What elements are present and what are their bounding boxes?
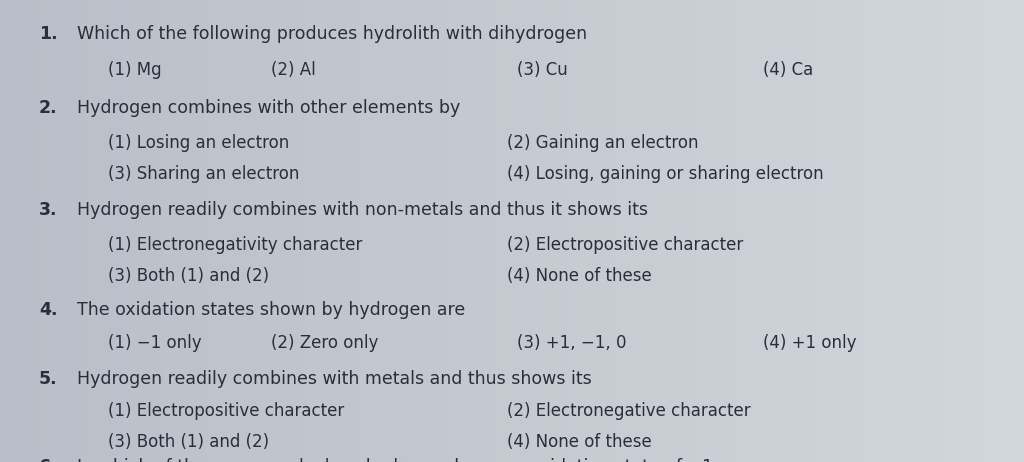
Text: 2.: 2. bbox=[39, 99, 57, 117]
Text: (2) Electropositive character: (2) Electropositive character bbox=[507, 236, 743, 254]
Text: (2) Electronegative character: (2) Electronegative character bbox=[507, 402, 751, 420]
Text: (3) Both (1) and (2): (3) Both (1) and (2) bbox=[108, 433, 268, 451]
Text: (3) Sharing an electron: (3) Sharing an electron bbox=[108, 165, 299, 183]
Text: (1) Electronegativity character: (1) Electronegativity character bbox=[108, 236, 361, 254]
Text: (4) +1 only: (4) +1 only bbox=[763, 334, 856, 352]
Text: (4) Losing, gaining or sharing electron: (4) Losing, gaining or sharing electron bbox=[507, 165, 823, 183]
Text: (3) Both (1) and (2): (3) Both (1) and (2) bbox=[108, 267, 268, 285]
Text: (1) Losing an electron: (1) Losing an electron bbox=[108, 134, 289, 152]
Text: 4.: 4. bbox=[39, 301, 57, 319]
Text: (4) None of these: (4) None of these bbox=[507, 433, 651, 451]
Text: (2) Zero only: (2) Zero only bbox=[271, 334, 379, 352]
Text: (4) None of these: (4) None of these bbox=[507, 267, 651, 285]
Text: (1) −1 only: (1) −1 only bbox=[108, 334, 201, 352]
Text: The oxidation states shown by hydrogen are: The oxidation states shown by hydrogen a… bbox=[77, 301, 465, 319]
Text: 5.: 5. bbox=[39, 370, 57, 388]
Text: (1) Electropositive character: (1) Electropositive character bbox=[108, 402, 344, 420]
Text: (1) Mg: (1) Mg bbox=[108, 61, 161, 79]
Text: In which of the compounds does hydrogen have an oxidation state of −1: In which of the compounds does hydrogen … bbox=[77, 458, 713, 462]
Text: 6.: 6. bbox=[39, 458, 57, 462]
Text: Hydrogen combines with other elements by: Hydrogen combines with other elements by bbox=[77, 99, 460, 117]
Text: (2) Gaining an electron: (2) Gaining an electron bbox=[507, 134, 698, 152]
Text: (3) +1, −1, 0: (3) +1, −1, 0 bbox=[517, 334, 627, 352]
Text: 1.: 1. bbox=[39, 25, 57, 43]
Text: Hydrogen readily combines with non-metals and thus it shows its: Hydrogen readily combines with non-metal… bbox=[77, 201, 648, 219]
Text: 3.: 3. bbox=[39, 201, 57, 219]
Text: (3) Cu: (3) Cu bbox=[517, 61, 568, 79]
Text: Which of the following produces hydrolith with dihydrogen: Which of the following produces hydrolit… bbox=[77, 25, 587, 43]
Text: (4) Ca: (4) Ca bbox=[763, 61, 813, 79]
Text: Hydrogen readily combines with metals and thus shows its: Hydrogen readily combines with metals an… bbox=[77, 370, 592, 388]
Text: (2) Al: (2) Al bbox=[271, 61, 316, 79]
